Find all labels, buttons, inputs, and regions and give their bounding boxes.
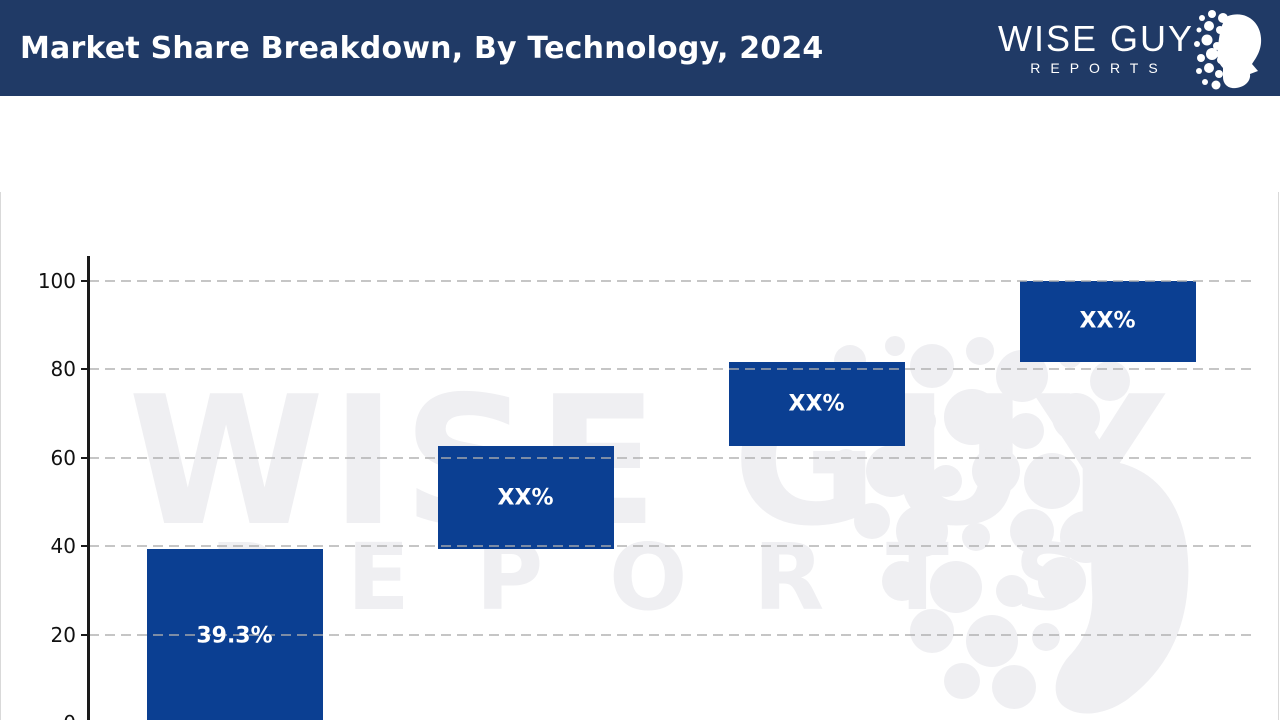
y-axis-line [87, 256, 90, 720]
gridline [89, 368, 1253, 370]
page-border-right [1278, 192, 1279, 720]
brand-logo: WISE GUY REPORTS [998, 6, 1264, 90]
y-axis-tick [81, 545, 89, 547]
bar-value-label: 39.3% [196, 623, 273, 649]
chart-area: WISE GUY REPORTS 02040608010039.3%SATA [0, 96, 1280, 720]
bar-value-label: XX% [1079, 308, 1136, 334]
y-axis-tick-label: 80 [50, 357, 76, 381]
y-axis-tick [81, 633, 89, 636]
bar-value-label: XX% [788, 391, 845, 417]
gridline [89, 633, 1253, 636]
gridline [89, 279, 1253, 282]
bar-USB [728, 361, 905, 446]
y-axis-tick-label: 40 [50, 534, 76, 558]
y-axis-tick [81, 279, 89, 282]
y-axis-tick-label: 0 [16, 711, 76, 720]
logo-text: WISE GUY REPORTS [997, 18, 1194, 77]
bar-SAS [437, 445, 614, 550]
y-axis-tick-label: 20 [50, 622, 76, 647]
bar-Thunderbolt [1019, 280, 1196, 362]
gridline [89, 545, 1253, 547]
page-title: Market Share Breakdown, By Technology, 2… [20, 30, 824, 66]
gridline [89, 456, 1253, 459]
logo-head-icon [1194, 10, 1262, 90]
y-axis-tick [81, 368, 89, 370]
header-bar: Market Share Breakdown, By Technology, 2… [0, 0, 1280, 96]
logo-subtitle: REPORTS [1030, 60, 1168, 76]
y-axis-tick [81, 456, 89, 459]
bar-value-label: XX% [497, 485, 554, 511]
page-border-left [0, 192, 1, 720]
logo-wordmark: WISE GUY [997, 18, 1194, 59]
y-axis-tick-label: 100 [37, 268, 76, 293]
y-axis-tick-label: 60 [50, 445, 76, 470]
